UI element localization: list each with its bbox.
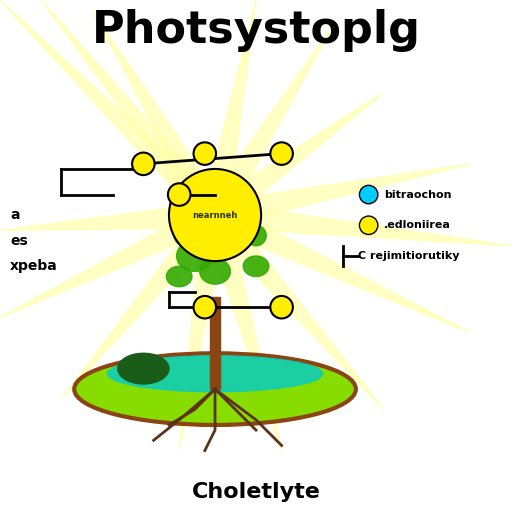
Polygon shape xyxy=(205,207,384,410)
Circle shape xyxy=(270,296,293,318)
Polygon shape xyxy=(212,164,471,228)
Ellipse shape xyxy=(74,353,356,425)
Circle shape xyxy=(359,185,378,204)
Polygon shape xyxy=(203,211,282,451)
Polygon shape xyxy=(0,202,216,230)
Polygon shape xyxy=(210,297,220,389)
Polygon shape xyxy=(207,92,384,225)
Ellipse shape xyxy=(174,225,195,246)
Text: Choletlyte: Choletlyte xyxy=(191,481,321,502)
Ellipse shape xyxy=(118,353,169,384)
Text: a: a xyxy=(10,208,20,222)
Text: nearnneh: nearnneh xyxy=(193,210,238,220)
Polygon shape xyxy=(179,213,228,451)
Text: xpeba: xpeba xyxy=(10,259,58,273)
Polygon shape xyxy=(61,207,225,399)
Ellipse shape xyxy=(243,256,269,276)
Polygon shape xyxy=(0,203,221,317)
Text: Photsystoplg: Photsystoplg xyxy=(92,9,420,52)
Circle shape xyxy=(194,296,216,318)
Text: C rejimitiorutiky: C rejimitiorutiky xyxy=(358,251,460,261)
Circle shape xyxy=(359,216,378,234)
Circle shape xyxy=(270,142,293,165)
Text: bitraochon: bitraochon xyxy=(384,189,452,200)
Polygon shape xyxy=(41,0,225,223)
Polygon shape xyxy=(202,0,256,218)
Circle shape xyxy=(194,142,216,165)
Circle shape xyxy=(169,169,261,261)
Ellipse shape xyxy=(166,266,192,287)
Circle shape xyxy=(132,153,155,175)
Polygon shape xyxy=(210,203,471,333)
Circle shape xyxy=(168,183,190,206)
Polygon shape xyxy=(0,0,224,224)
Text: es: es xyxy=(10,233,28,248)
Polygon shape xyxy=(204,26,333,222)
Ellipse shape xyxy=(246,225,266,246)
Text: .edloniirea: .edloniirea xyxy=(384,220,451,230)
Polygon shape xyxy=(92,10,226,222)
Ellipse shape xyxy=(212,225,248,256)
Ellipse shape xyxy=(108,356,323,392)
Ellipse shape xyxy=(200,259,230,284)
Ellipse shape xyxy=(177,241,212,271)
Polygon shape xyxy=(214,202,512,246)
